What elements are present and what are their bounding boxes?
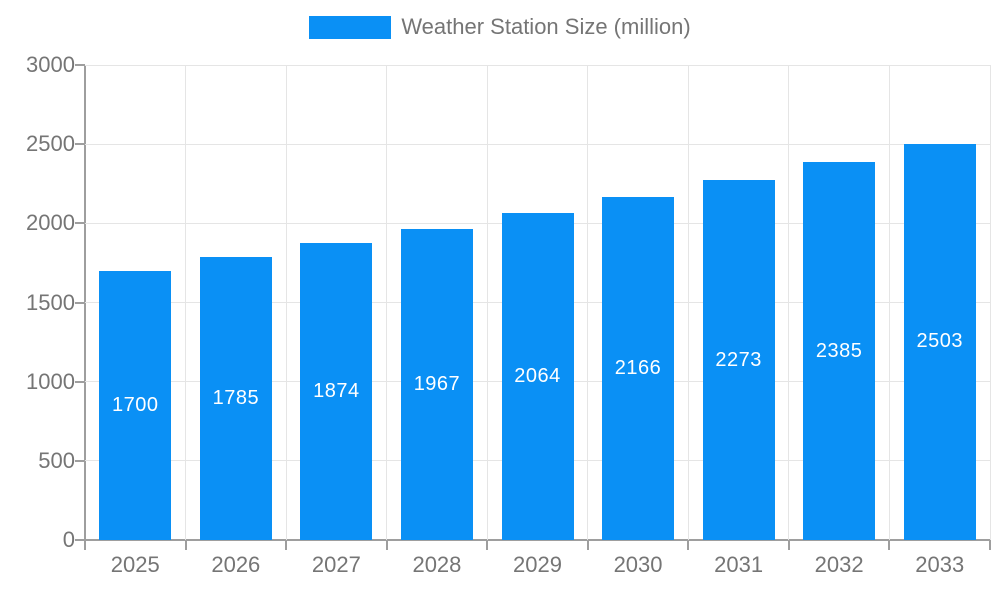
- y-axis-tick-label: 2500: [26, 131, 75, 157]
- y-axis-tick-label: 2000: [26, 210, 75, 236]
- bar-2031[interactable]: 2273: [702, 180, 775, 540]
- y-axis-tick: [75, 64, 85, 66]
- vertical-gridline: [185, 65, 187, 540]
- vertical-gridline: [386, 65, 388, 540]
- x-axis-category-label: 2025: [110, 552, 160, 577]
- bar-value-label: 2273: [715, 348, 762, 371]
- bar-2026[interactable]: 1785: [199, 257, 272, 540]
- bar-2032[interactable]: 2385: [803, 162, 876, 540]
- vertical-gridline: [486, 65, 488, 540]
- y-axis-tick-label: 1500: [26, 289, 75, 315]
- x-axis-category-label: 2030: [613, 552, 663, 577]
- horizontal-gridline: [85, 64, 990, 66]
- x-axis-tick: [184, 540, 187, 550]
- y-axis-tick-label: 3000: [26, 52, 75, 77]
- bar-value-label: 2064: [514, 365, 561, 388]
- y-axis-tick: [75, 222, 85, 225]
- bar-2025[interactable]: 1700: [99, 270, 172, 540]
- bar-value-label: 1700: [112, 393, 159, 416]
- y-axis-tick: [75, 539, 85, 541]
- x-axis-tick: [285, 540, 288, 550]
- y-axis-line: [84, 65, 86, 550]
- bar-value-label: 2385: [815, 339, 863, 362]
- vertical-gridline: [687, 65, 689, 540]
- x-axis-category-label: 2028: [412, 552, 462, 577]
- bar-value-label: 1874: [313, 380, 360, 403]
- x-axis-category-label: 2029: [513, 552, 562, 577]
- y-axis-tick: [75, 459, 85, 462]
- bar-2028[interactable]: 1967: [400, 228, 473, 540]
- bar-value-label: 1967: [413, 372, 461, 395]
- bar-value-label: 2503: [916, 330, 963, 353]
- x-axis-tick: [989, 540, 991, 550]
- bar-2027[interactable]: 1874: [300, 243, 373, 540]
- plot-area: 0 500 1000 1500 2000 2500 3000 1700 2025 1785 2026…: [26, 52, 991, 577]
- bar-2033[interactable]: 2503: [903, 143, 976, 540]
- bar-value-label: 1785: [212, 387, 260, 410]
- bar-2030[interactable]: 2166: [602, 197, 675, 540]
- y-axis-tick: [75, 380, 85, 383]
- x-axis-tick: [586, 540, 589, 550]
- x-axis-tick: [385, 540, 388, 550]
- y-axis-tick-label: 500: [38, 447, 75, 473]
- vertical-gridline: [788, 65, 790, 540]
- legend-swatch: [309, 15, 392, 39]
- vertical-gridline: [285, 65, 287, 540]
- vertical-gridline: [587, 65, 589, 540]
- y-axis-tick: [75, 301, 85, 304]
- x-axis-category-label: 2033: [915, 552, 965, 577]
- vertical-gridline: [888, 65, 890, 540]
- y-axis-tick: [75, 143, 85, 146]
- y-axis-tick-label: 1000: [26, 368, 75, 394]
- legend[interactable]: Weather Station Size (million): [0, 14, 1000, 40]
- bar-value-label: 2166: [614, 357, 662, 380]
- x-axis-tick: [84, 540, 86, 550]
- x-axis-tick: [687, 540, 690, 550]
- x-axis-tick: [486, 540, 489, 550]
- x-axis-category-label: 2031: [714, 552, 764, 577]
- x-axis-tick: [787, 540, 790, 550]
- horizontal-gridline: [85, 143, 990, 145]
- bar-2029[interactable]: 2064: [501, 213, 574, 540]
- x-axis-category-label: 2027: [311, 552, 361, 577]
- x-axis-category-label: 2032: [814, 552, 864, 577]
- x-axis-tick: [888, 540, 891, 550]
- x-axis-line: [75, 539, 990, 541]
- legend-label: Weather Station Size (million): [401, 14, 691, 39]
- y-axis-tick-label: 0: [62, 527, 75, 552]
- vertical-gridline: [989, 65, 991, 540]
- x-axis-category-label: 2026: [211, 552, 261, 577]
